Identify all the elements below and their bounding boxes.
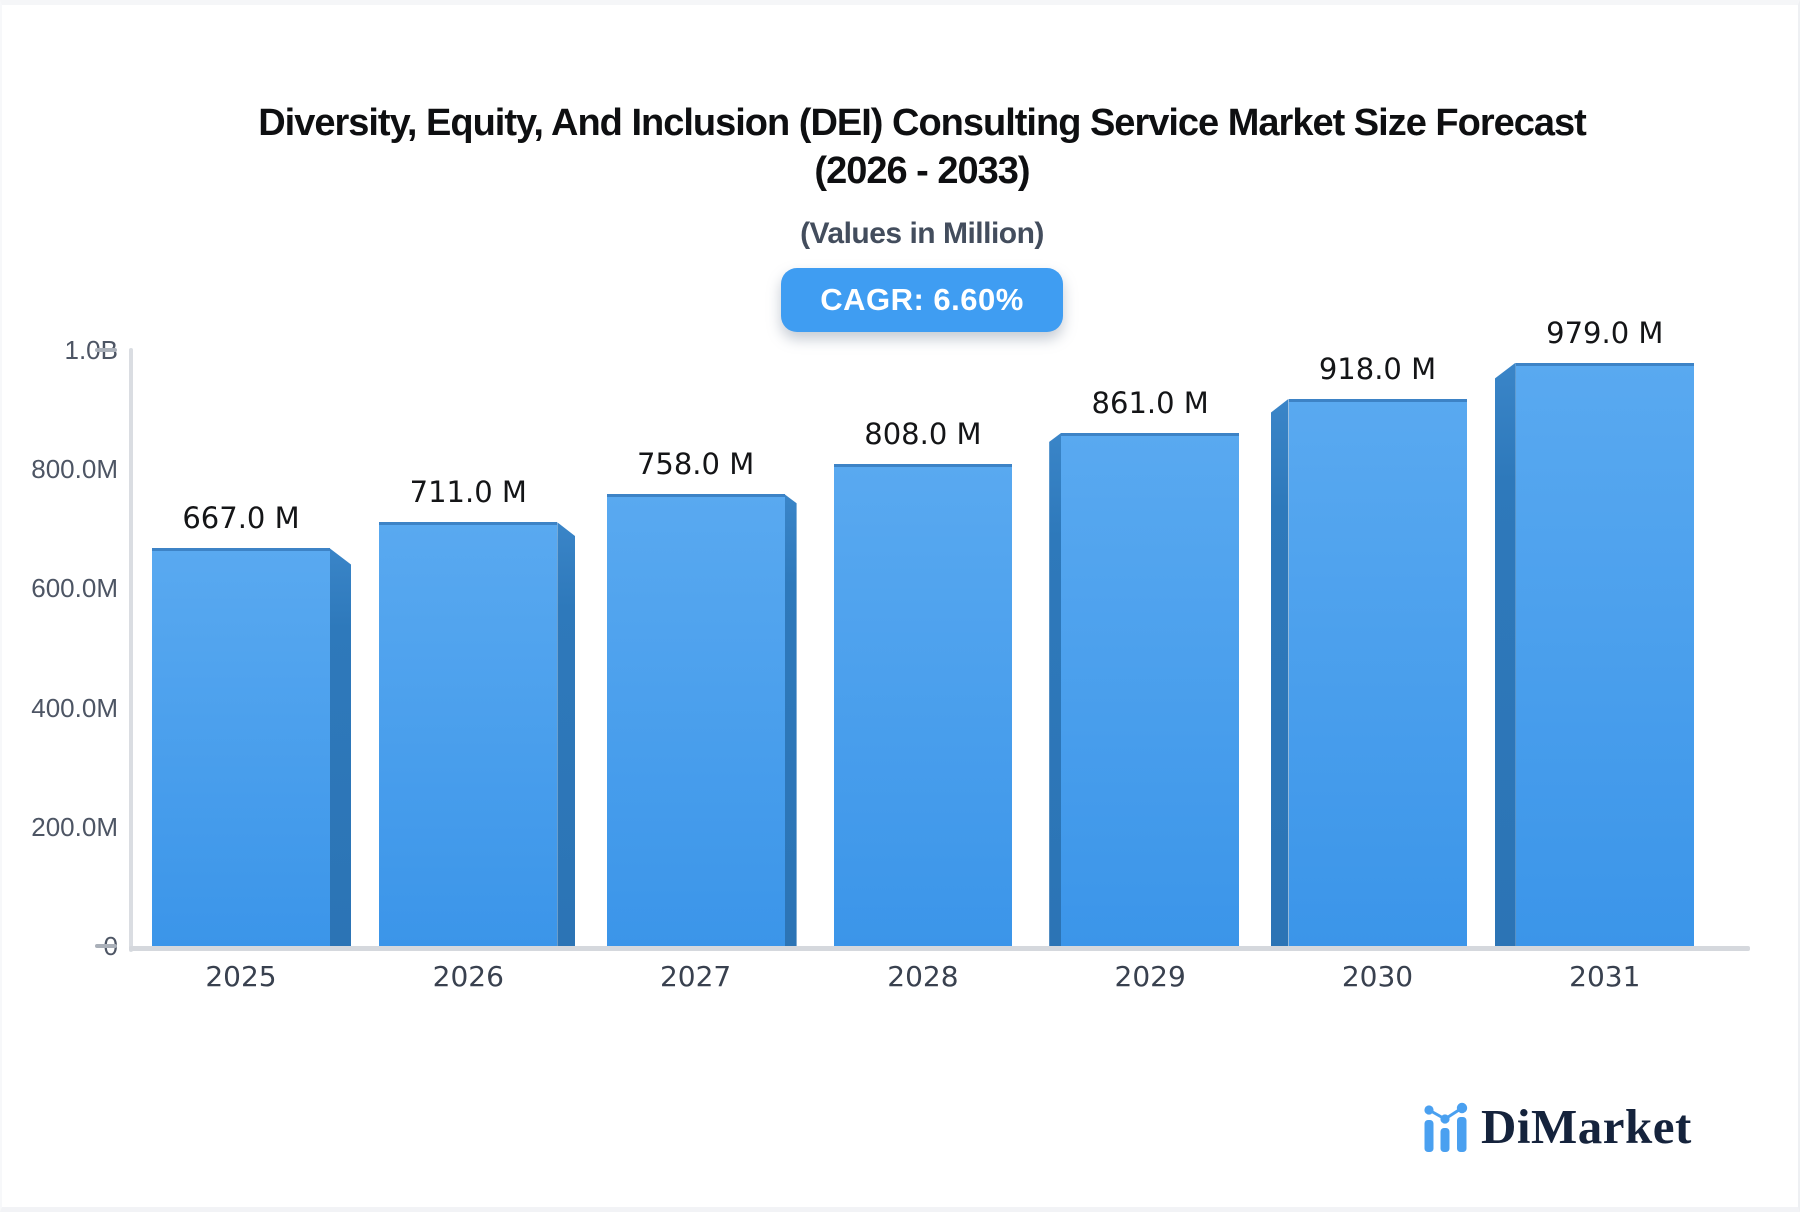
- bar-value-label: 711.0 M: [409, 475, 527, 510]
- bar-2026[interactable]: [379, 522, 558, 946]
- bar-3d-side: [784, 494, 797, 946]
- title-line-2: (2026 - 2033): [814, 150, 1030, 192]
- bar-2030[interactable]: [1288, 398, 1467, 946]
- y-axis-line: [129, 348, 133, 952]
- cagr-badge: CAGR: 6.60%: [781, 268, 1063, 332]
- bar-value-label: 808.0 M: [864, 417, 982, 452]
- bar-3d-side: [557, 522, 576, 946]
- chart-subtitle: (Values in Million): [800, 217, 1044, 250]
- bar-2028[interactable]: [833, 464, 1012, 946]
- bar-3d-side: [1494, 362, 1516, 946]
- bar-3d-side: [1049, 432, 1062, 946]
- y-axis-tick-mark: [95, 348, 117, 352]
- bar-value-label: 918.0 M: [1318, 351, 1437, 386]
- y-axis-tick-mark: [95, 944, 117, 948]
- x-axis-label-2028: 2028: [887, 960, 959, 993]
- x-axis-label-2029: 2029: [1114, 960, 1186, 993]
- bar-value-label: 667.0 M: [182, 501, 300, 536]
- bar-3d-side: [1270, 398, 1289, 946]
- bar-2027[interactable]: [606, 494, 785, 946]
- bar-chart-icon: [1424, 1102, 1468, 1152]
- y-axis-tick-label: 600.0M: [31, 573, 118, 604]
- x-axis-label-2030: 2030: [1341, 960, 1414, 993]
- chart-header: Diversity, Equity, And Inclusion (DEI) C…: [42, 5, 1798, 332]
- bar-value-label: 861.0 M: [1091, 385, 1209, 420]
- x-axis-line: [129, 946, 1750, 951]
- x-axis-label-2027: 2027: [659, 960, 732, 993]
- page-title: Diversity, Equity, And Inclusion (DEI) C…: [42, 5, 1798, 195]
- x-axis-label-2031: 2031: [1569, 960, 1641, 993]
- y-axis-tick-label: 800.0M: [31, 454, 118, 485]
- title-line-1: Diversity, Equity, And Inclusion (DEI) C…: [258, 102, 1587, 144]
- dimarket-logo: DiMarket: [1423, 1099, 1692, 1155]
- bar-2025[interactable]: [152, 548, 330, 946]
- dimarket-logo-text: DiMarket: [1481, 1099, 1692, 1154]
- y-axis-tick-label: 400.0M: [31, 692, 118, 723]
- bar-2029[interactable]: [1061, 432, 1240, 946]
- bar-value-label: 758.0 M: [636, 447, 755, 482]
- x-axis-label-2025: 2025: [205, 960, 277, 993]
- bar-2031[interactable]: [1515, 362, 1694, 946]
- x-axis-label-2026: 2026: [432, 960, 504, 993]
- bar-3d-side: [330, 548, 351, 946]
- bar-value-label: 979.0 M: [1546, 315, 1664, 350]
- y-axis-tick-label: 200.0M: [31, 811, 118, 842]
